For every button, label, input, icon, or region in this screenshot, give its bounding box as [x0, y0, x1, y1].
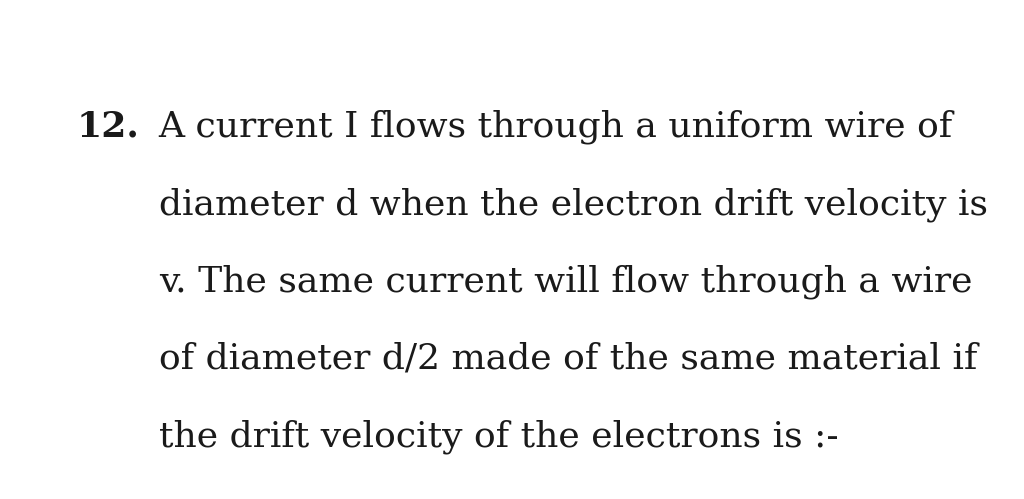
Text: diameter d when the electron drift velocity is: diameter d when the electron drift veloc…	[159, 187, 988, 222]
Text: A current I flows through a uniform wire of: A current I flows through a uniform wire…	[159, 110, 953, 144]
Text: of diameter d/2 made of the same material if: of diameter d/2 made of the same materia…	[159, 342, 977, 376]
Text: 12.: 12.	[77, 110, 139, 144]
Text: v. The same current will flow through a wire: v. The same current will flow through a …	[159, 264, 972, 299]
Text: the drift velocity of the electrons is :-: the drift velocity of the electrons is :…	[159, 419, 839, 454]
